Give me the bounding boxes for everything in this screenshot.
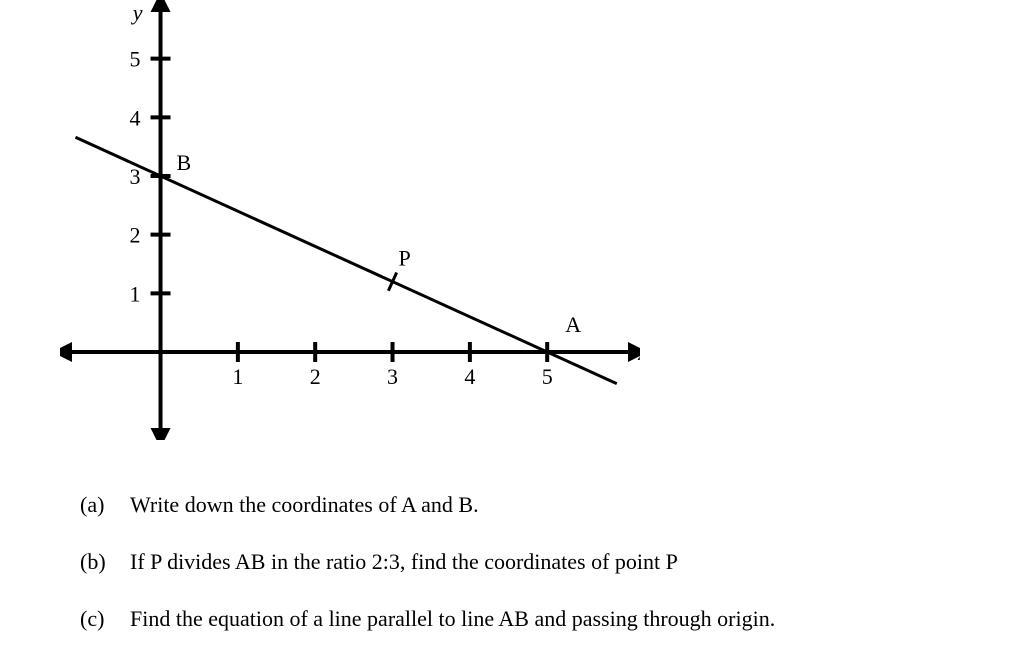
line-ab (75, 137, 616, 383)
x-tick-label: 3 (387, 364, 398, 389)
point-label-a: A (565, 312, 581, 337)
question-b-text: If P divides AB in the ratio 2:3, find t… (130, 547, 960, 578)
point-label-p: P (399, 246, 411, 271)
x-tick-label: 1 (232, 364, 243, 389)
question-b-label: (b) (80, 547, 130, 578)
x-tick-label: 4 (464, 364, 475, 389)
graph-svg: 1234512345xyABP (60, 0, 640, 440)
x-tick-label: 2 (310, 364, 321, 389)
question-c: (c) Find the equation of a line parallel… (80, 604, 960, 635)
questions-block: (a) Write down the coordinates of A and … (80, 490, 960, 660)
point-label-b: B (177, 150, 192, 175)
question-a: (a) Write down the coordinates of A and … (80, 490, 960, 521)
question-a-label: (a) (80, 490, 130, 521)
y-tick-label: 5 (130, 47, 141, 72)
y-tick-label: 2 (130, 223, 141, 248)
coordinate-graph: 1234512345xyABP (60, 0, 640, 440)
y-tick-label: 1 (130, 281, 141, 306)
question-a-text: Write down the coordinates of A and B. (130, 490, 960, 521)
question-c-label: (c) (80, 604, 130, 635)
y-axis-label: y (131, 0, 143, 25)
question-b: (b) If P divides AB in the ratio 2:3, fi… (80, 547, 960, 578)
y-tick-label: 4 (130, 105, 141, 130)
x-tick-label: 5 (542, 364, 553, 389)
question-c-text: Find the equation of a line parallel to … (130, 604, 960, 635)
x-axis-label: x (637, 340, 640, 365)
